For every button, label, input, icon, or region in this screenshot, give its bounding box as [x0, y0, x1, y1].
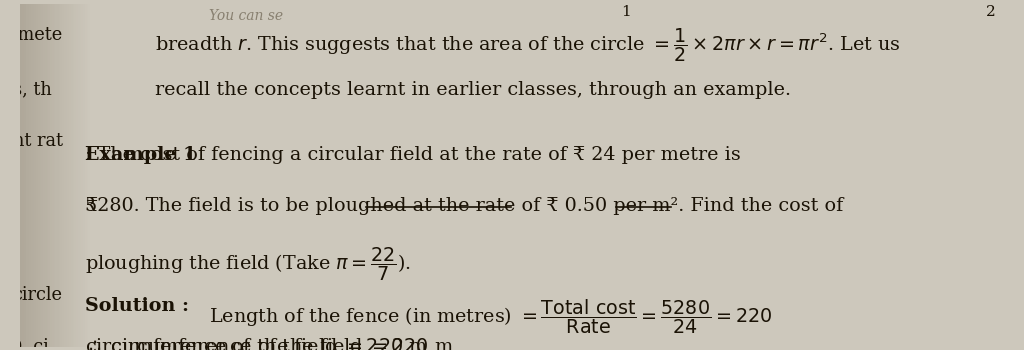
- Text: recall the concepts learnt in earlier classes, through an example.: recall the concepts learnt in earlier cl…: [155, 81, 791, 99]
- Bar: [62, 4, 63, 346]
- Bar: [78, 4, 80, 346]
- Bar: [31, 4, 33, 346]
- Bar: [33, 4, 35, 346]
- Text: ploughing the field (Take $\pi = \dfrac{22}{7}$).: ploughing the field (Take $\pi = \dfrac{…: [85, 245, 411, 283]
- Bar: [50, 4, 52, 346]
- Bar: [52, 4, 53, 346]
- Bar: [41, 4, 43, 346]
- Bar: [57, 4, 58, 346]
- Bar: [63, 4, 66, 346]
- Bar: [71, 4, 73, 346]
- Bar: [68, 4, 70, 346]
- Bar: [46, 4, 48, 346]
- Bar: [81, 4, 83, 346]
- Bar: [88, 4, 90, 346]
- Bar: [28, 4, 29, 346]
- Text: nt rat: nt rat: [12, 132, 62, 150]
- Text: : The cost of fencing a circular field at the rate of ₹ 24 per metre is: : The cost of fencing a circular field a…: [85, 146, 740, 164]
- Bar: [80, 4, 81, 346]
- Bar: [73, 4, 75, 346]
- Bar: [45, 4, 46, 346]
- Bar: [75, 4, 76, 346]
- Bar: [85, 4, 87, 346]
- Text: imete: imete: [12, 26, 62, 44]
- Bar: [55, 4, 57, 346]
- Text: Length of the fence (in metres) $= \dfrac{\mathrm{Total\ cost}}{\mathrm{Rate}} =: Length of the fence (in metres) $= \dfra…: [209, 297, 772, 336]
- Bar: [20, 4, 23, 346]
- Bar: [24, 4, 26, 346]
- Text: $\therefore$ circumference of the field $= 220$ m: $\therefore$ circumference of the field …: [85, 338, 454, 350]
- Bar: [87, 4, 88, 346]
- Bar: [36, 4, 38, 346]
- Text: You can se: You can se: [209, 9, 284, 23]
- Bar: [48, 4, 50, 346]
- Bar: [23, 4, 24, 346]
- Bar: [70, 4, 71, 346]
- Bar: [29, 4, 31, 346]
- Bar: [43, 4, 45, 346]
- Bar: [38, 4, 40, 346]
- Text: 2: 2: [986, 5, 995, 19]
- Text: ₹: ₹: [85, 197, 97, 215]
- Bar: [35, 4, 36, 346]
- Bar: [66, 4, 68, 346]
- Text: 5280. The field is to be ploughed at the rate of ₹ 0.50 per m². Find the cost of: 5280. The field is to be ploughed at the…: [85, 197, 844, 215]
- Bar: [83, 4, 85, 346]
- Bar: [53, 4, 55, 346]
- Text: 1: 1: [622, 5, 631, 19]
- Bar: [40, 4, 41, 346]
- Bar: [60, 4, 62, 346]
- Text: s, th: s, th: [12, 81, 51, 99]
- Text: circle: circle: [12, 286, 62, 304]
- Text: Solution :: Solution :: [85, 297, 189, 315]
- Bar: [58, 4, 60, 346]
- Text: circumference of the field $= 220$ m: circumference of the field $= 220$ m: [85, 338, 428, 350]
- Text: breadth $r$. This suggests that the area of the circle $= \dfrac{1}{2} \times 2\: breadth $r$. This suggests that the area…: [155, 26, 900, 64]
- Bar: [76, 4, 78, 346]
- Bar: [26, 4, 28, 346]
- Text: Example 1: Example 1: [85, 146, 197, 164]
- Text: ∂. ci: ∂. ci: [12, 338, 48, 350]
